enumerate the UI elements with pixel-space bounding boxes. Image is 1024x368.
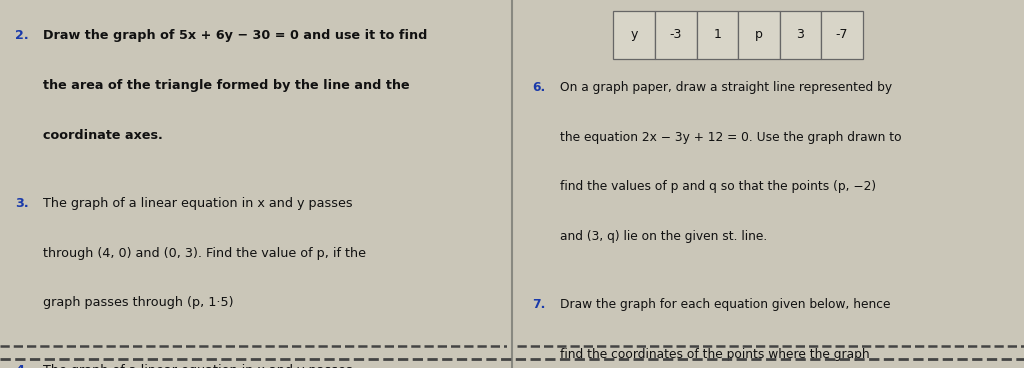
Text: 7.: 7. — [532, 298, 546, 311]
Bar — [779, 11, 821, 59]
Text: The graph of a linear equation in x and y passes: The graph of a linear equation in x and … — [43, 197, 352, 210]
Text: -7: -7 — [836, 28, 848, 42]
Text: 3.: 3. — [15, 197, 29, 210]
Text: coordinate axes.: coordinate axes. — [43, 129, 163, 142]
Text: Draw the graph of 5x + 6y − 30 = 0 and use it to find: Draw the graph of 5x + 6y − 30 = 0 and u… — [43, 29, 427, 42]
Text: 3: 3 — [797, 28, 805, 42]
Text: The graph of a linear equation in x and y passes: The graph of a linear equation in x and … — [43, 364, 352, 368]
Text: p: p — [755, 28, 763, 42]
Bar — [655, 11, 696, 59]
Text: 6.: 6. — [532, 81, 546, 94]
Text: find the values of p and q so that the points (p, −2): find the values of p and q so that the p… — [560, 180, 877, 193]
Text: find the coordinates of the points where the graph: find the coordinates of the points where… — [560, 348, 869, 361]
Text: graph passes through (p, 1·5): graph passes through (p, 1·5) — [43, 296, 233, 309]
Bar — [738, 11, 779, 59]
Text: Draw the graph for each equation given below, hence: Draw the graph for each equation given b… — [560, 298, 891, 311]
Text: 1: 1 — [714, 28, 721, 42]
Text: On a graph paper, draw a straight line represented by: On a graph paper, draw a straight line r… — [560, 81, 892, 94]
Text: -3: -3 — [670, 28, 682, 42]
Text: the area of the triangle formed by the line and the: the area of the triangle formed by the l… — [43, 79, 410, 92]
Bar — [696, 11, 738, 59]
Text: and (3, q) lie on the given st. line.: and (3, q) lie on the given st. line. — [560, 230, 767, 243]
Text: through (4, 0) and (0, 3). Find the value of p, if the: through (4, 0) and (0, 3). Find the valu… — [43, 247, 367, 259]
Text: y: y — [631, 28, 638, 42]
Bar — [821, 11, 863, 59]
Text: the equation 2x − 3y + 12 = 0. Use the graph drawn to: the equation 2x − 3y + 12 = 0. Use the g… — [560, 131, 902, 144]
Text: 2.: 2. — [15, 29, 29, 42]
Text: 4.: 4. — [15, 364, 29, 368]
Bar — [613, 11, 655, 59]
